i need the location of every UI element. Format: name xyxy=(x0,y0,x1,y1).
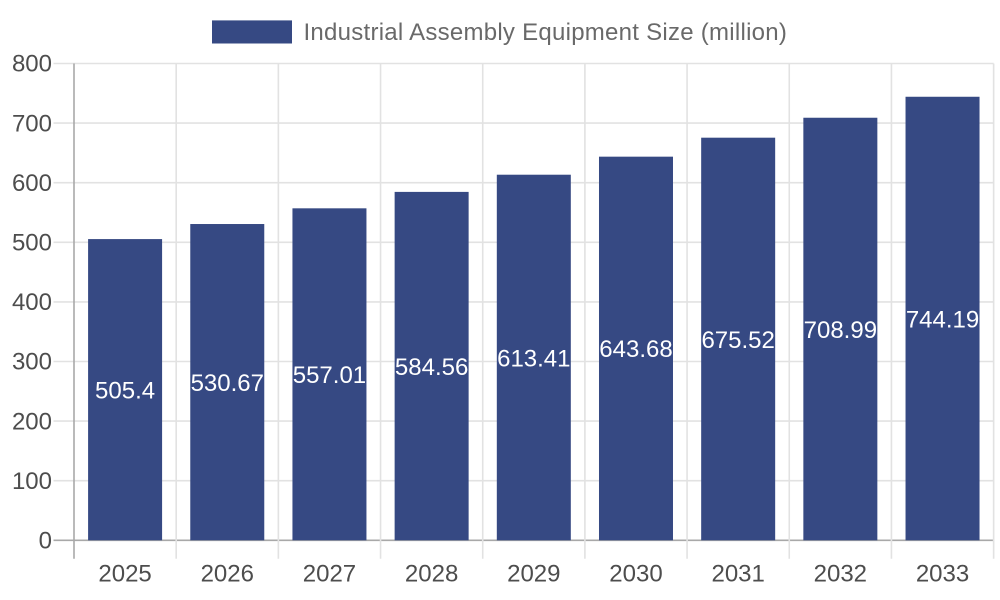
svg-text:2025: 2025 xyxy=(98,561,151,588)
svg-text:2033: 2033 xyxy=(916,561,969,588)
svg-text:643.68: 643.68 xyxy=(599,336,672,363)
svg-text:2032: 2032 xyxy=(814,561,867,588)
svg-text:0: 0 xyxy=(39,528,52,555)
svg-text:200: 200 xyxy=(12,408,52,435)
svg-text:675.52: 675.52 xyxy=(701,327,774,354)
svg-text:400: 400 xyxy=(12,289,52,316)
svg-text:505.4: 505.4 xyxy=(95,377,155,404)
svg-text:744.19: 744.19 xyxy=(906,306,979,333)
svg-text:2027: 2027 xyxy=(303,561,356,588)
svg-text:800: 800 xyxy=(12,51,52,78)
svg-text:Industrial Assembly Equipment: Industrial Assembly Equipment Size (mill… xyxy=(304,19,788,46)
svg-text:2031: 2031 xyxy=(711,561,764,588)
svg-text:708.99: 708.99 xyxy=(804,317,877,344)
svg-text:2026: 2026 xyxy=(201,561,254,588)
svg-text:300: 300 xyxy=(12,349,52,376)
svg-text:530.67: 530.67 xyxy=(191,370,264,397)
svg-text:2029: 2029 xyxy=(507,561,560,588)
svg-text:557.01: 557.01 xyxy=(293,362,366,389)
svg-text:613.41: 613.41 xyxy=(497,345,570,372)
svg-text:600: 600 xyxy=(12,170,52,197)
svg-text:700: 700 xyxy=(12,110,52,137)
svg-text:2028: 2028 xyxy=(405,561,458,588)
svg-text:2030: 2030 xyxy=(609,561,662,588)
svg-text:100: 100 xyxy=(12,468,52,495)
svg-text:500: 500 xyxy=(12,230,52,257)
svg-text:584.56: 584.56 xyxy=(395,354,468,381)
